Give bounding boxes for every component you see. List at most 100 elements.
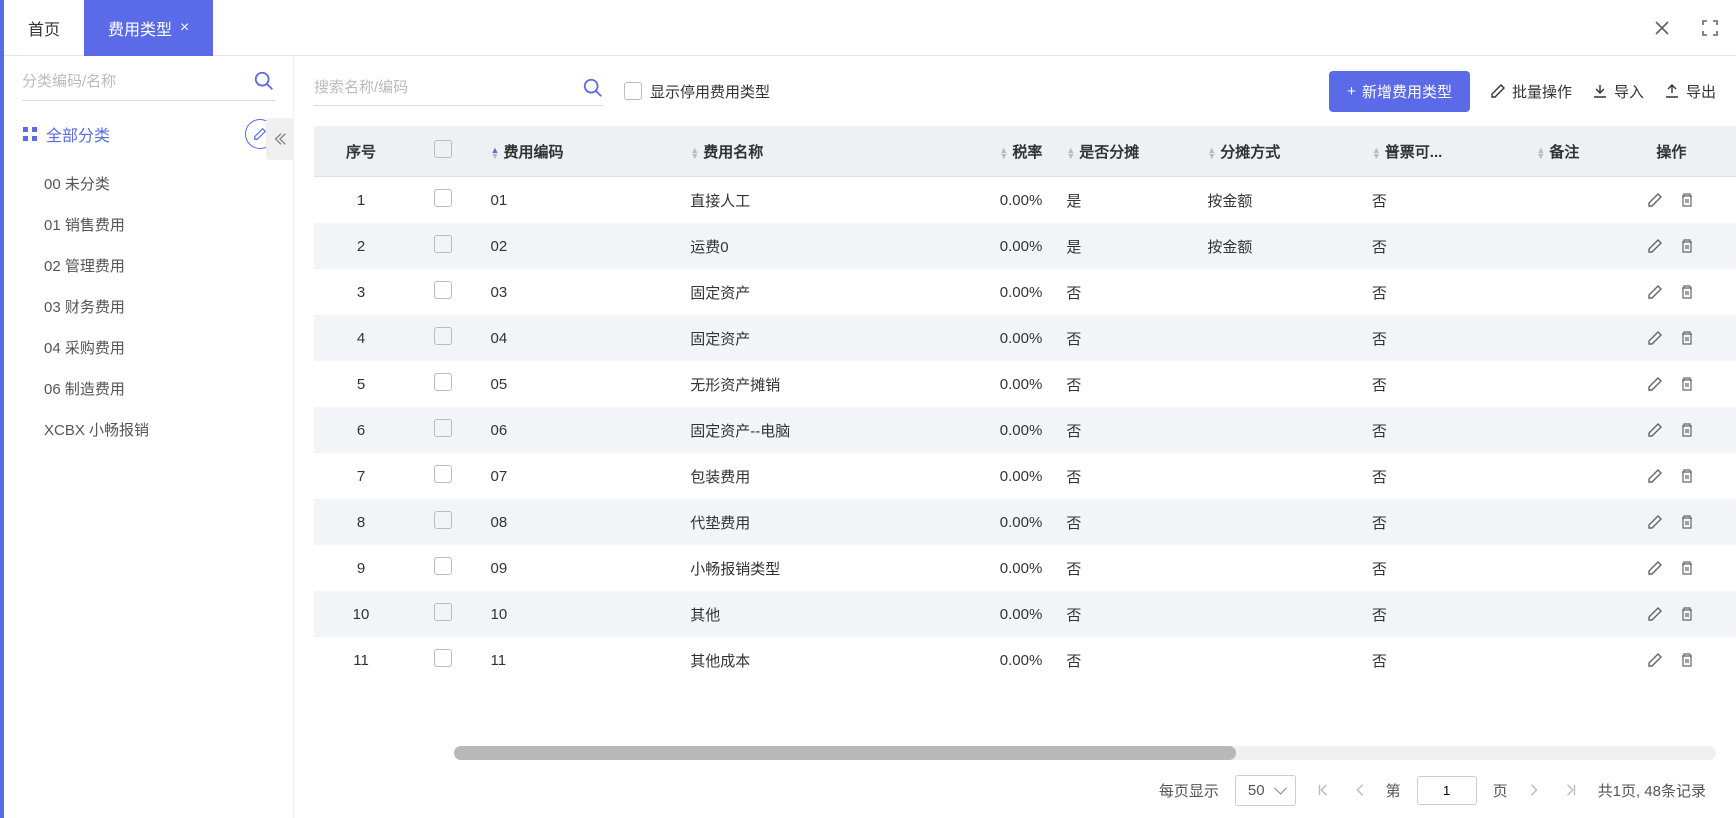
checkbox-icon[interactable]	[624, 82, 642, 100]
sidebar-search-input[interactable]	[22, 73, 253, 90]
header-seq[interactable]: 序号	[314, 126, 408, 177]
cell-checkbox[interactable]	[408, 453, 479, 499]
edit-icon	[1490, 83, 1506, 99]
cell-method	[1195, 361, 1360, 407]
import-button[interactable]: 导入	[1592, 81, 1644, 102]
cell-name: 其他成本	[678, 637, 937, 683]
cell-checkbox[interactable]	[408, 591, 479, 637]
edit-icon[interactable]	[1647, 652, 1663, 668]
cell-seq: 3	[314, 269, 408, 315]
collapse-icon[interactable]	[266, 118, 294, 160]
cell-remark	[1524, 591, 1606, 637]
edit-icon[interactable]	[1647, 514, 1663, 530]
delete-icon[interactable]	[1679, 606, 1695, 622]
cell-remark	[1524, 223, 1606, 269]
delete-icon[interactable]	[1679, 514, 1695, 530]
edit-icon[interactable]	[1647, 468, 1663, 484]
header-rate[interactable]: ▲▼税率	[937, 126, 1055, 177]
cell-invoice: 否	[1360, 269, 1525, 315]
export-button[interactable]: 导出	[1664, 81, 1716, 102]
tab-home[interactable]: 首页	[4, 0, 84, 56]
sidebar-item[interactable]: 01 销售费用	[44, 204, 275, 245]
fullscreen-icon[interactable]	[1692, 10, 1728, 46]
sidebar-item[interactable]: 06 制造费用	[44, 368, 275, 409]
edit-icon[interactable]	[1647, 560, 1663, 576]
delete-icon[interactable]	[1679, 330, 1695, 346]
header-name[interactable]: ▲▼费用名称	[678, 126, 937, 177]
main-search-input[interactable]	[314, 79, 582, 96]
show-disabled-checkbox[interactable]: 显示停用费用类型	[624, 81, 770, 102]
sidebar-item[interactable]: 00 未分类	[44, 163, 275, 204]
batch-button[interactable]: 批量操作	[1490, 81, 1572, 102]
cell-action	[1607, 177, 1736, 224]
cell-remark	[1524, 407, 1606, 453]
prev-page-icon[interactable]	[1350, 783, 1370, 797]
table-row: 202运费00.00%是按金额否	[314, 223, 1736, 269]
header-checkbox[interactable]	[408, 126, 479, 177]
cell-checkbox[interactable]	[408, 315, 479, 361]
cell-code: 05	[479, 361, 679, 407]
edit-icon[interactable]	[1647, 422, 1663, 438]
close-icon[interactable]: ×	[180, 19, 189, 37]
cell-action	[1607, 453, 1736, 499]
cell-checkbox[interactable]	[408, 223, 479, 269]
sidebar-item[interactable]: XCBX 小畅报销	[44, 409, 275, 450]
export-icon	[1664, 83, 1680, 99]
delete-icon[interactable]	[1679, 652, 1695, 668]
cell-checkbox[interactable]	[408, 269, 479, 315]
header-remark[interactable]: ▲▼备注	[1524, 126, 1606, 177]
close-all-icon[interactable]	[1644, 10, 1680, 46]
edit-icon[interactable]	[1647, 606, 1663, 622]
add-button[interactable]: + 新增费用类型	[1329, 71, 1470, 112]
tab-expense-type[interactable]: 费用类型 ×	[84, 0, 213, 56]
edit-icon[interactable]	[1647, 376, 1663, 392]
cell-checkbox[interactable]	[408, 499, 479, 545]
delete-icon[interactable]	[1679, 192, 1695, 208]
edit-icon[interactable]	[1647, 192, 1663, 208]
per-page-select[interactable]: 50	[1235, 775, 1296, 806]
edit-icon[interactable]	[1647, 284, 1663, 300]
header-apportion[interactable]: ▲▼是否分摊	[1054, 126, 1195, 177]
delete-icon[interactable]	[1679, 376, 1695, 392]
cell-seq: 11	[314, 637, 408, 683]
header-invoice[interactable]: ▲▼普票可...	[1360, 126, 1525, 177]
delete-icon[interactable]	[1679, 468, 1695, 484]
edit-icon[interactable]	[1647, 238, 1663, 254]
cell-checkbox[interactable]	[408, 177, 479, 224]
cell-checkbox[interactable]	[408, 407, 479, 453]
header-method[interactable]: ▲▼分摊方式	[1195, 126, 1360, 177]
last-page-icon[interactable]	[1560, 783, 1582, 797]
sidebar-item[interactable]: 03 财务费用	[44, 286, 275, 327]
sidebar-root[interactable]: 全部分类	[22, 119, 275, 149]
edit-icon[interactable]	[1647, 330, 1663, 346]
delete-icon[interactable]	[1679, 284, 1695, 300]
cell-apportion: 否	[1054, 499, 1195, 545]
cell-method	[1195, 545, 1360, 591]
cell-code: 07	[479, 453, 679, 499]
next-page-icon[interactable]	[1524, 783, 1544, 797]
cell-checkbox[interactable]	[408, 637, 479, 683]
sidebar-item[interactable]: 04 采购费用	[44, 327, 275, 368]
horizontal-scrollbar[interactable]	[454, 746, 1716, 762]
delete-icon[interactable]	[1679, 238, 1695, 254]
cell-checkbox[interactable]	[408, 545, 479, 591]
header-code[interactable]: ▲▼费用编码	[479, 126, 679, 177]
per-page-label: 每页显示	[1159, 780, 1219, 801]
cell-invoice: 否	[1360, 315, 1525, 361]
cell-checkbox[interactable]	[408, 361, 479, 407]
search-icon[interactable]	[582, 77, 604, 99]
sidebar-item[interactable]: 02 管理费用	[44, 245, 275, 286]
cell-method	[1195, 315, 1360, 361]
cell-name: 包装费用	[678, 453, 937, 499]
delete-icon[interactable]	[1679, 560, 1695, 576]
cell-invoice: 否	[1360, 407, 1525, 453]
table-row: 101直接人工0.00%是按金额否	[314, 177, 1736, 224]
cell-remark	[1524, 637, 1606, 683]
page-input[interactable]	[1417, 776, 1477, 805]
cell-code: 04	[479, 315, 679, 361]
cell-seq: 8	[314, 499, 408, 545]
delete-icon[interactable]	[1679, 422, 1695, 438]
search-icon[interactable]	[253, 70, 275, 92]
first-page-icon[interactable]	[1312, 783, 1334, 797]
cell-seq: 5	[314, 361, 408, 407]
